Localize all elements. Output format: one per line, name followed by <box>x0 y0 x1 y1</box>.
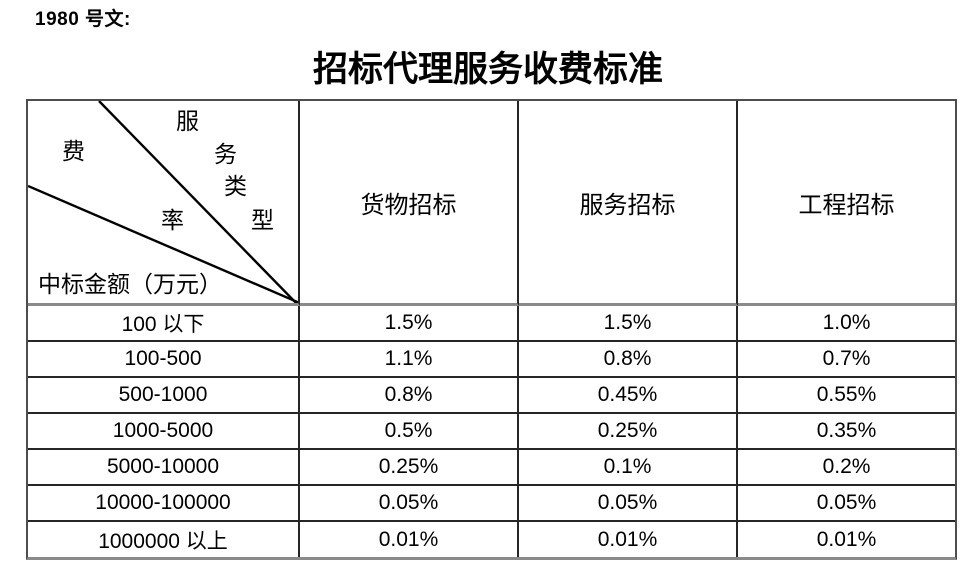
rate-value-cell: 0.05% <box>300 486 519 522</box>
table-row: 10000-100000 0.05% 0.05% 0.05% <box>28 486 955 522</box>
rate-value-cell: 0.05% <box>738 486 955 522</box>
amount-range-cell: 1000000 以上 <box>28 522 300 557</box>
column-header-services-bidding: 服务招标 <box>519 101 738 306</box>
rate-value-cell: 0.45% <box>519 378 738 414</box>
corner-axis-char: 务 <box>214 142 237 167</box>
amount-range-cell: 10000-100000 <box>28 486 300 522</box>
table-header-row: 服 务 类 型 费 率 中标金额（万元） 货物招标 服务招标 工程招标 <box>28 101 955 306</box>
rate-value-cell: 0.5% <box>300 414 519 450</box>
rate-value-cell: 0.35% <box>738 414 955 450</box>
table-row: 1000000 以上 0.01% 0.01% 0.01% <box>28 522 955 557</box>
rate-value-cell: 0.01% <box>519 522 738 557</box>
corner-axis-char: 型 <box>251 208 274 233</box>
amount-range-cell: 1000-5000 <box>28 414 300 450</box>
rate-value-cell: 1.1% <box>300 342 519 378</box>
table-row: 500-1000 0.8% 0.45% 0.55% <box>28 378 955 414</box>
table-row: 100 以下 1.5% 1.5% 1.0% <box>28 306 955 342</box>
rate-value-cell: 0.01% <box>300 522 519 557</box>
rate-value-cell: 0.8% <box>519 342 738 378</box>
rate-value-cell: 1.5% <box>300 306 519 342</box>
rate-value-cell: 1.0% <box>738 306 955 342</box>
diagonal-divider-lines <box>28 101 298 303</box>
column-header-goods-bidding: 货物招标 <box>300 101 519 306</box>
rate-value-cell: 0.25% <box>300 450 519 486</box>
rate-value-cell: 0.55% <box>738 378 955 414</box>
rate-value-cell: 0.1% <box>519 450 738 486</box>
table-row: 100-500 1.1% 0.8% 0.7% <box>28 342 955 378</box>
amount-range-cell: 100-500 <box>28 342 300 378</box>
amount-range-cell: 100 以下 <box>28 306 300 342</box>
table-body: 100 以下 1.5% 1.5% 1.0% 100-500 1.1% 0.8% 0.7% 500… <box>28 306 955 557</box>
rate-value-cell: 0.7% <box>738 342 955 378</box>
table-row: 1000-5000 0.5% 0.25% 0.35% <box>28 414 955 450</box>
column-header-works-bidding: 工程招标 <box>738 101 955 306</box>
page-title: 招标代理服务收费标准 <box>312 50 663 89</box>
rate-value-cell: 1.5% <box>519 306 738 342</box>
fee-table: 服 务 类 型 费 率 中标金额（万元） 货物招标 服务招标 工程招标 100 … <box>26 99 957 560</box>
corner-axis-char: 率 <box>161 208 184 233</box>
table-row: 5000-10000 0.25% 0.1% 0.2% <box>28 450 955 486</box>
rate-value-cell: 0.2% <box>738 450 955 486</box>
corner-axis-char: 费 <box>62 139 85 164</box>
corner-axis-char: 服 <box>176 109 199 134</box>
corner-axis-char: 类 <box>224 174 247 199</box>
amount-range-cell: 500-1000 <box>28 378 300 414</box>
rate-value-cell: 0.8% <box>300 378 519 414</box>
rate-value-cell: 0.01% <box>816 527 877 551</box>
table-corner-cell: 服 务 类 型 费 率 中标金额（万元） <box>28 101 300 306</box>
amount-range-cell: 5000-10000 <box>28 450 300 486</box>
doc-ref-label: 1980 号文: <box>35 9 131 30</box>
rate-value-cell: 0.05% <box>519 486 738 522</box>
corner-amount-axis-label: 中标金额（万元） <box>38 272 222 297</box>
rate-value-cell: 0.25% <box>519 414 738 450</box>
